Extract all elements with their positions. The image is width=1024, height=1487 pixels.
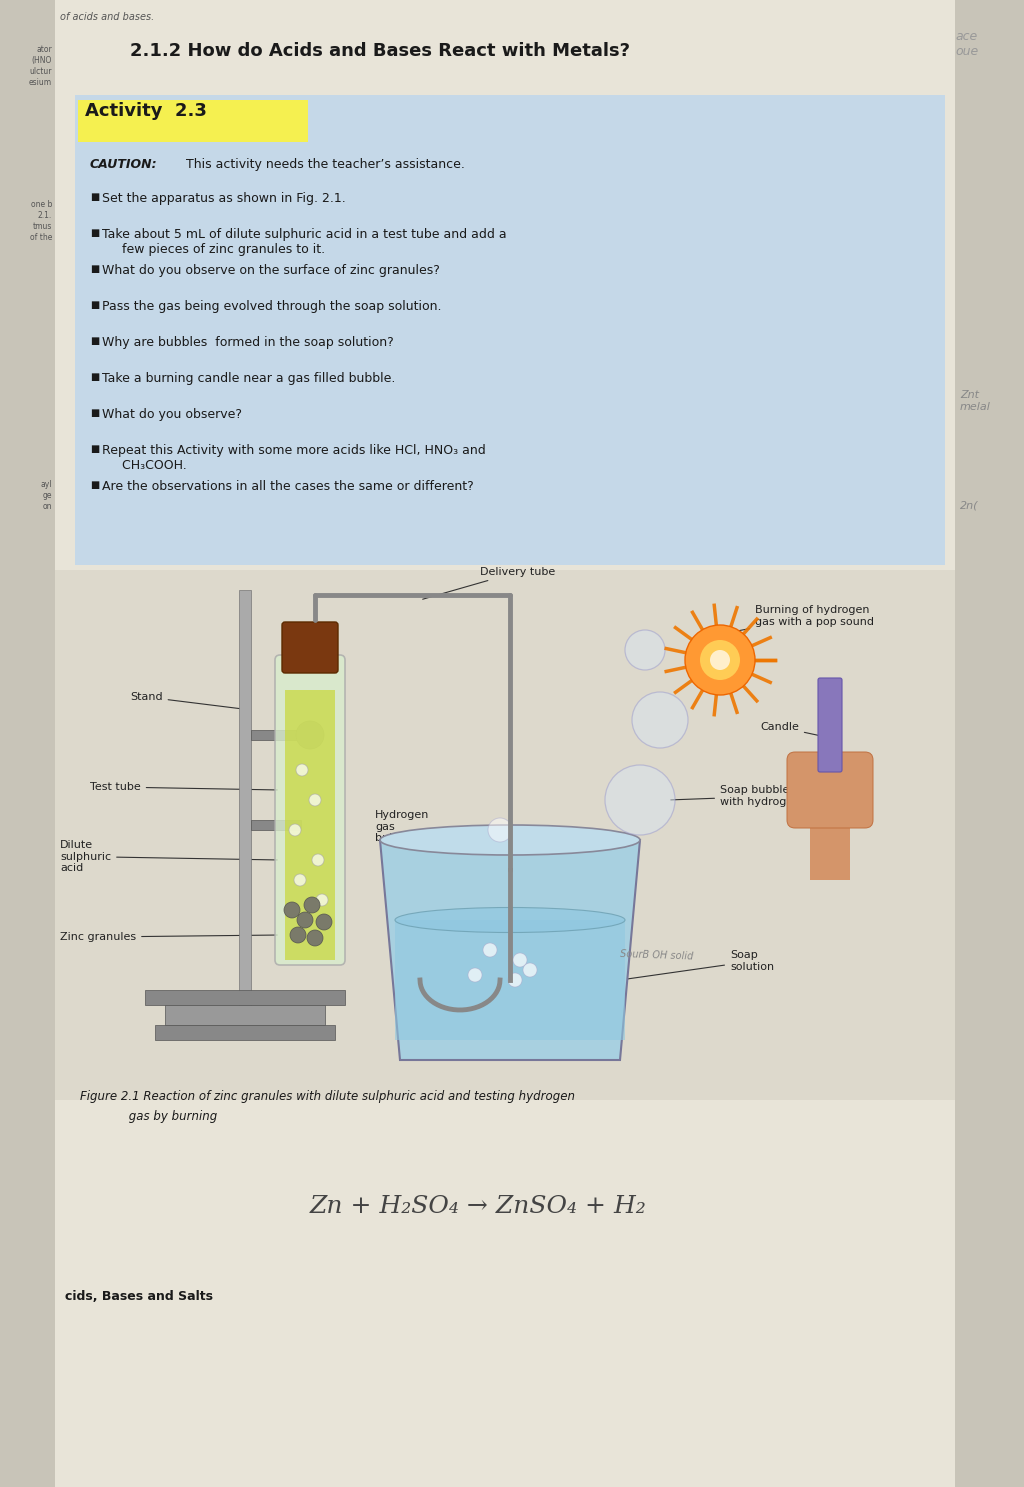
Bar [251, 730, 301, 741]
Ellipse shape [380, 825, 640, 855]
Text: Test tube: Test tube [90, 782, 278, 793]
Text: ■: ■ [90, 192, 99, 202]
Polygon shape [380, 840, 640, 1060]
Text: Pass the gas being evolved through the soap solution.: Pass the gas being evolved through the s… [102, 300, 441, 312]
FancyBboxPatch shape [787, 752, 873, 828]
Circle shape [309, 794, 321, 806]
Bar [239, 590, 251, 1010]
Text: ■: ■ [90, 445, 99, 454]
Circle shape [294, 874, 306, 886]
Circle shape [710, 650, 730, 671]
Bar [55, 0, 955, 1487]
Circle shape [316, 915, 332, 929]
Text: Set the apparatus as shown in Fig. 2.1.: Set the apparatus as shown in Fig. 2.1. [102, 192, 346, 205]
Circle shape [307, 929, 323, 946]
Bar [285, 690, 335, 961]
Circle shape [508, 972, 522, 987]
Text: ■: ■ [90, 480, 99, 491]
Text: ace
oue: ace oue [955, 30, 978, 58]
Circle shape [297, 912, 313, 928]
Text: Znt
melal: Znt melal [961, 390, 991, 412]
Text: cids, Bases and Salts: cids, Bases and Salts [65, 1291, 213, 1303]
Circle shape [304, 897, 319, 913]
Ellipse shape [395, 907, 625, 932]
Text: Zn + H₂SO₄ → ZnSO₄ + H₂: Zn + H₂SO₄ → ZnSO₄ + H₂ [310, 1196, 647, 1218]
Circle shape [316, 894, 328, 906]
Text: Candle: Candle [760, 723, 838, 739]
Bar [810, 800, 850, 880]
Bar [75, 95, 945, 565]
Text: 2n(: 2n( [961, 500, 979, 510]
Text: ■: ■ [90, 336, 99, 346]
Text: ayl
ge
on: ayl ge on [41, 480, 52, 512]
Text: ■: ■ [90, 407, 99, 418]
Text: Why are bubbles  formed in the soap solution?: Why are bubbles formed in the soap solut… [102, 336, 394, 349]
Text: Hydrogen
gas
bubbles: Hydrogen gas bubbles [375, 810, 429, 843]
Text: ■: ■ [90, 372, 99, 382]
Text: ■: ■ [90, 265, 99, 274]
Circle shape [488, 818, 512, 842]
Circle shape [625, 630, 665, 671]
Circle shape [312, 854, 324, 865]
Circle shape [290, 926, 306, 943]
Circle shape [523, 964, 537, 977]
Text: Dilute
sulphuric
acid: Dilute sulphuric acid [60, 840, 278, 873]
Text: Are the observations in all the cases the same or different?: Are the observations in all the cases th… [102, 480, 474, 494]
Circle shape [289, 824, 301, 836]
Circle shape [513, 953, 527, 967]
Text: Soap bubble filled
with hydrogen: Soap bubble filled with hydrogen [671, 785, 820, 807]
Text: SourB OH solid: SourB OH solid [620, 950, 693, 962]
Text: What do you observe on the surface of zinc granules?: What do you observe on the surface of zi… [102, 265, 440, 277]
FancyBboxPatch shape [275, 654, 345, 965]
Circle shape [605, 764, 675, 836]
Circle shape [296, 721, 324, 749]
Text: ■: ■ [90, 228, 99, 238]
Circle shape [685, 625, 755, 694]
Circle shape [483, 943, 497, 958]
Bar [251, 819, 301, 830]
Text: ator
(HNO
ulctur
esium: ator (HNO ulctur esium [29, 45, 52, 88]
Text: What do you observe?: What do you observe? [102, 407, 242, 421]
Bar [55, 570, 955, 1100]
Circle shape [468, 968, 482, 981]
Text: Stand: Stand [130, 691, 248, 709]
Text: CAUTION:: CAUTION: [90, 158, 158, 171]
Text: Burning of hydrogen
gas with a pop sound: Burning of hydrogen gas with a pop sound [692, 605, 874, 639]
Text: Take a burning candle near a gas filled bubble.: Take a burning candle near a gas filled … [102, 372, 395, 385]
Text: This activity needs the teacher’s assistance.: This activity needs the teacher’s assist… [182, 158, 465, 171]
Text: Zinc granules: Zinc granules [60, 932, 278, 941]
Circle shape [700, 639, 740, 680]
Text: Repeat this Activity with some more acids like HCl, HNO₃ and
     CH₃COOH.: Repeat this Activity with some more acid… [102, 445, 485, 471]
Bar [155, 1025, 335, 1039]
Text: 2.1.2 How do Acids and Bases React with Metals?: 2.1.2 How do Acids and Bases React with … [130, 42, 630, 59]
Text: one b
2.1.
tmus
of the: one b 2.1. tmus of the [30, 199, 52, 242]
Text: Delivery tube: Delivery tube [423, 567, 555, 599]
Text: Soap
solution: Soap solution [623, 950, 774, 980]
Text: Figure 2.1 Reaction of zinc granules with dilute sulphuric acid and testing hydr: Figure 2.1 Reaction of zinc granules wit… [80, 1090, 575, 1103]
Circle shape [284, 903, 300, 917]
Bar [78, 100, 308, 141]
Text: of acids and bases.: of acids and bases. [60, 12, 155, 22]
Circle shape [632, 691, 688, 748]
Text: gas by burning: gas by burning [80, 1109, 217, 1123]
Text: Activity  2.3: Activity 2.3 [85, 103, 207, 120]
Bar [395, 920, 625, 1039]
FancyBboxPatch shape [282, 622, 338, 674]
Bar [165, 1005, 325, 1025]
Bar [145, 990, 345, 1005]
Text: ■: ■ [90, 300, 99, 309]
FancyBboxPatch shape [818, 678, 842, 772]
Text: Take about 5 mL of dilute sulphuric acid in a test tube and add a
     few piece: Take about 5 mL of dilute sulphuric acid… [102, 228, 507, 256]
Circle shape [296, 764, 308, 776]
